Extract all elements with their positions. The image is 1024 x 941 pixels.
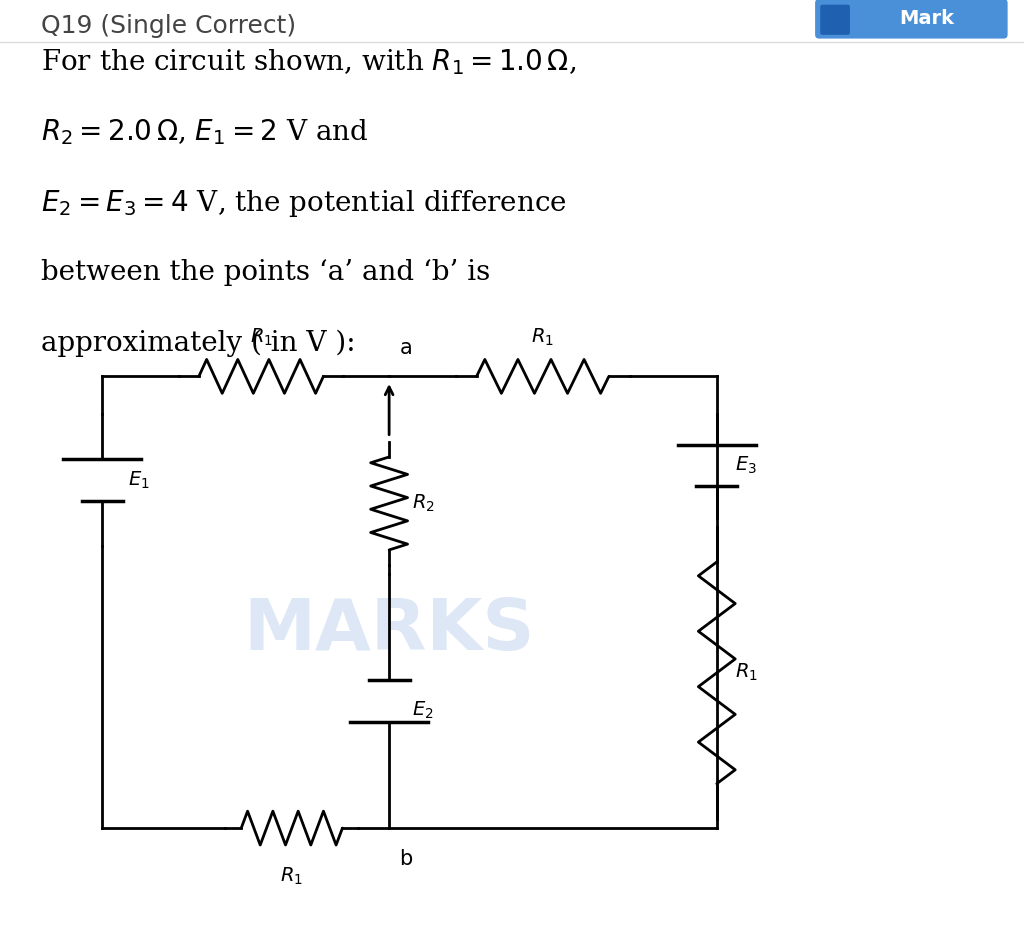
- Text: $E_2$: $E_2$: [412, 700, 433, 721]
- Text: b: b: [399, 849, 413, 869]
- FancyBboxPatch shape: [820, 5, 850, 35]
- Text: Mark: Mark: [899, 9, 954, 28]
- Text: a: a: [399, 338, 412, 358]
- Text: $R_1$: $R_1$: [735, 662, 758, 683]
- Text: For the circuit shown, with $R_1 = 1.0\,\Omega$,: For the circuit shown, with $R_1 = 1.0\,…: [41, 47, 577, 77]
- Text: approximately ( in V ):: approximately ( in V ):: [41, 329, 355, 357]
- Text: $R_2$: $R_2$: [412, 493, 434, 514]
- Text: $E_1$: $E_1$: [128, 470, 150, 490]
- Text: between the points ‘a’ and ‘b’ is: between the points ‘a’ and ‘b’ is: [41, 259, 490, 286]
- Text: $R_1$: $R_1$: [531, 327, 554, 348]
- Text: $E_3$: $E_3$: [735, 455, 757, 476]
- Text: $R_2 = 2.0\,\Omega$, $E_1 = 2$ V and: $R_2 = 2.0\,\Omega$, $E_1 = 2$ V and: [41, 118, 369, 148]
- Text: $R_1$: $R_1$: [250, 327, 272, 348]
- FancyBboxPatch shape: [815, 0, 1008, 39]
- Text: $E_2 = E_3 = 4$ V, the potential difference: $E_2 = E_3 = 4$ V, the potential differe…: [41, 188, 567, 219]
- Text: $R_1$: $R_1$: [281, 866, 303, 887]
- Text: Q19 (Single Correct): Q19 (Single Correct): [41, 14, 296, 39]
- Text: MARKS: MARKS: [244, 596, 535, 665]
